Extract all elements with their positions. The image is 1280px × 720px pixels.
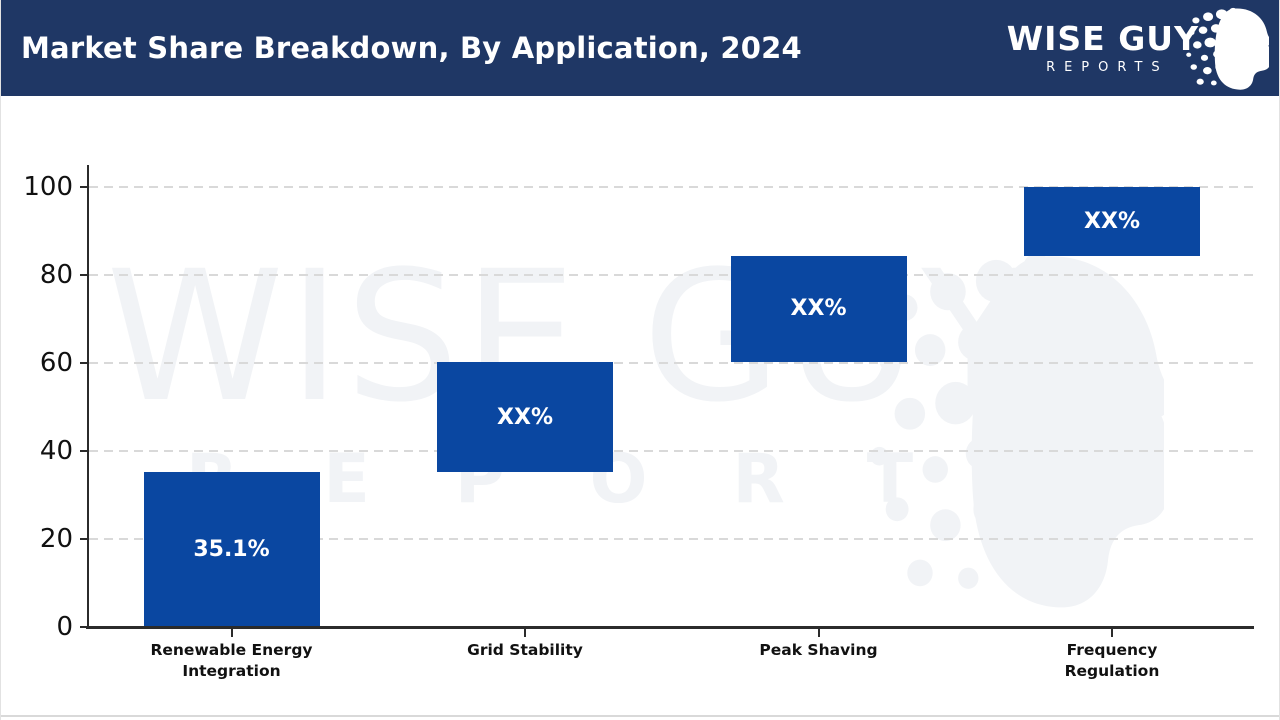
y-axis-line <box>87 165 89 629</box>
ytick-label-40: 40 <box>39 435 73 466</box>
gridline-40 <box>89 449 1254 452</box>
x-label-renewable-energy-integration: Renewable Energy Integration <box>102 640 362 682</box>
ytick-mark-0 <box>80 626 89 628</box>
x-label-grid-stability: Grid Stability <box>395 640 655 661</box>
xtick-mark-grid-stability <box>524 629 526 637</box>
gridline-60 <box>89 361 1254 364</box>
x-axis-line <box>86 626 1254 629</box>
header: Market Share Breakdown, By Application, … <box>1 0 1279 96</box>
ytick-mark-100 <box>80 185 89 188</box>
x-label-line: Peak Shaving <box>759 641 878 659</box>
gridline-100 <box>89 185 1254 188</box>
bar-value-label-peak-shaving: XX% <box>790 296 847 322</box>
xtick-mark-renewable-energy-integration <box>230 629 233 637</box>
logo-wordmark: WISE GUY <box>1006 18 1199 58</box>
logo-text: WISE GUY REPORTS <box>1007 22 1199 75</box>
bar-grid-stability: XX% <box>437 361 613 473</box>
page-title: Market Share Breakdown, By Application, … <box>21 31 802 65</box>
logo: WISE GUY REPORTS <box>1007 2 1269 94</box>
xtick-mark-peak-shaving <box>817 629 820 637</box>
x-label-peak-shaving: Peak Shaving <box>689 640 949 661</box>
bar-peak-shaving: XX% <box>730 256 907 362</box>
bar-renewable-energy-integration: 35.1% <box>143 472 320 627</box>
bar-value-label-renewable-energy-integration: 35.1% <box>193 537 270 563</box>
ytick-mark-40 <box>80 449 89 452</box>
ytick-label-100: 100 <box>23 171 73 202</box>
logo-subtitle: REPORTS <box>1046 59 1169 75</box>
gridline-20 <box>89 537 1254 540</box>
ytick-label-20: 20 <box>39 523 73 554</box>
x-label-frequency-regulation: Frequency Regulation <box>982 640 1242 682</box>
x-label-line: Renewable Energy <box>150 641 313 659</box>
ytick-mark-20 <box>80 537 89 540</box>
ytick-mark-80 <box>80 273 89 276</box>
x-label-line: Regulation <box>1064 662 1160 680</box>
bar-value-label-frequency-regulation: XX% <box>1084 208 1140 234</box>
bar-value-label-grid-stability: XX% <box>497 404 553 430</box>
xtick-mark-frequency-regulation <box>1111 629 1113 637</box>
x-label-line: Frequency <box>1066 641 1158 659</box>
ytick-label-80: 80 <box>39 259 73 290</box>
x-label-line: Grid Stability <box>467 641 583 659</box>
logo-face-icon <box>1186 7 1269 90</box>
gridline-80 <box>89 273 1254 276</box>
bar-frequency-regulation: XX% <box>1024 186 1200 257</box>
ytick-label-0: 0 <box>56 612 73 642</box>
ytick-label-60: 60 <box>39 347 73 378</box>
bottom-divider <box>1 715 1279 717</box>
x-label-line: Integration <box>182 662 281 680</box>
ytick-mark-60 <box>80 361 89 364</box>
